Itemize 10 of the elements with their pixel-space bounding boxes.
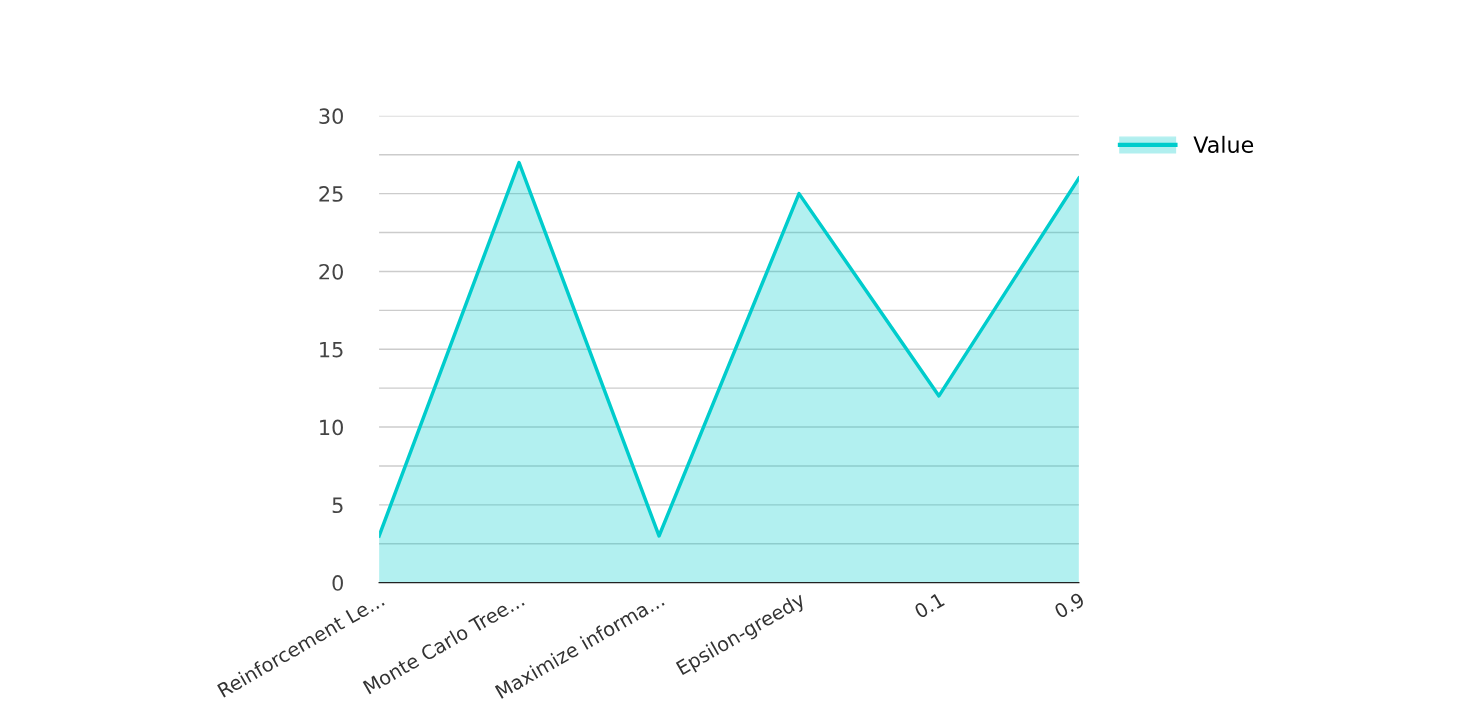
- y-tick-label: 20: [319, 263, 343, 280]
- x-tick-label: 0.9: [1053, 591, 1086, 619]
- y-tick-label: 30: [319, 108, 343, 125]
- y-tick-label: 5: [332, 497, 343, 514]
- y-tick-label: 15: [320, 341, 343, 358]
- y-tick-label: 25: [319, 186, 343, 202]
- legend-label: Value: [1193, 135, 1254, 154]
- x-tick-label: 0.1: [913, 592, 945, 619]
- y-tick-label: 10: [320, 419, 343, 436]
- y-tick-label: 0: [332, 575, 343, 591]
